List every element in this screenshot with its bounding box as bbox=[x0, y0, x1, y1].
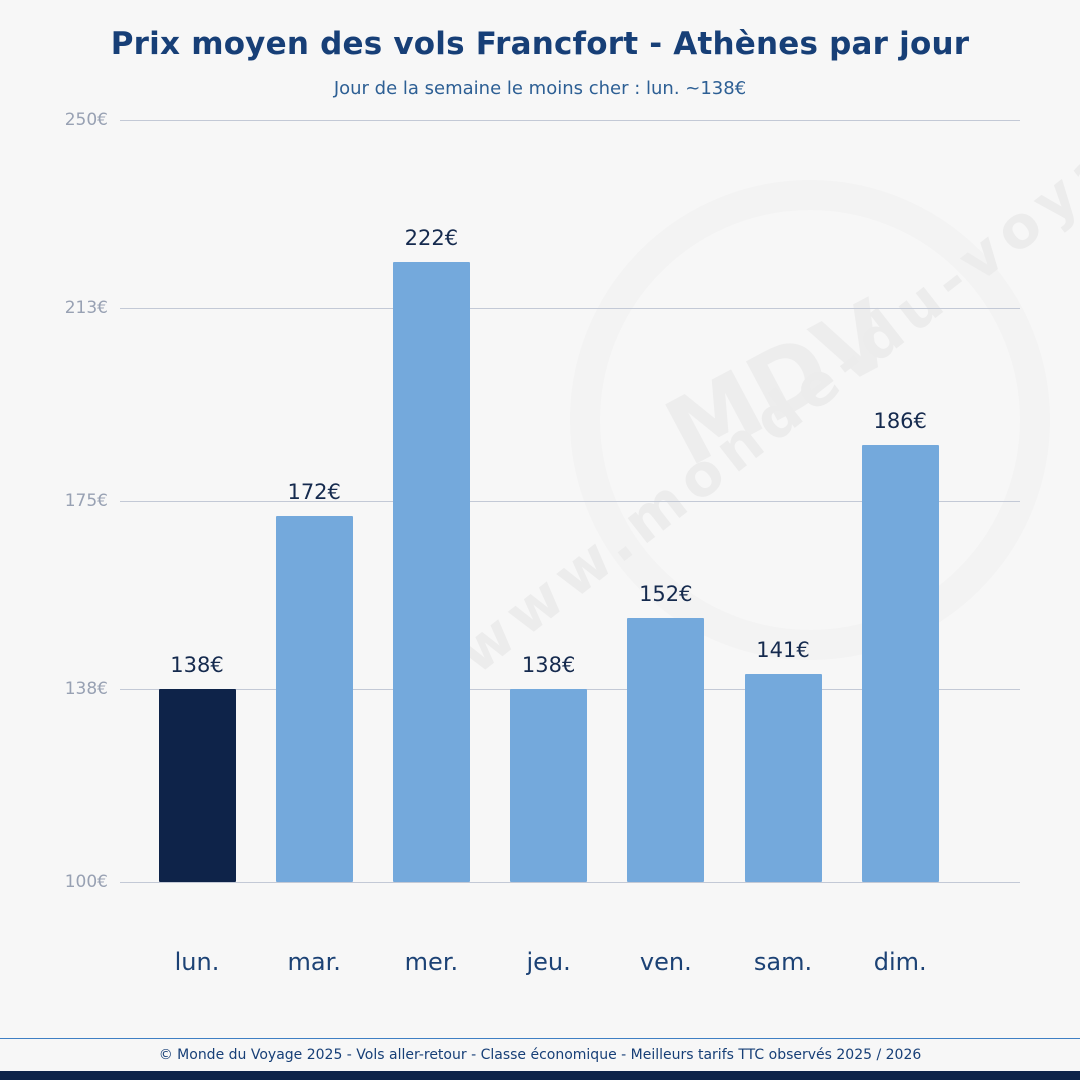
gridline bbox=[120, 501, 1020, 502]
x-axis-label: sam. bbox=[753, 948, 813, 976]
bar-lun bbox=[158, 688, 236, 882]
x-axis-label: dim. bbox=[873, 948, 927, 976]
bar-dim bbox=[861, 445, 939, 882]
y-axis-tick-label: 213€ bbox=[64, 297, 108, 318]
x-axis-label: mer. bbox=[404, 948, 459, 976]
bar-value-label: 172€ bbox=[287, 480, 341, 505]
x-axis-label: lun. bbox=[174, 948, 220, 976]
bar-ven bbox=[627, 617, 705, 882]
gridline bbox=[120, 120, 1020, 121]
bar-sam bbox=[744, 673, 822, 882]
bar-jeu bbox=[510, 688, 588, 882]
bar-value-label: 141€ bbox=[756, 637, 810, 662]
bar-value-label: 138€ bbox=[170, 652, 224, 677]
gridline bbox=[120, 882, 1020, 883]
chart-subtitle: Jour de la semaine le moins cher : lun. … bbox=[333, 78, 747, 99]
x-axis-label: mar. bbox=[287, 948, 341, 976]
bar-value-label: 152€ bbox=[639, 581, 693, 606]
chart-title: Prix moyen des vols Francfort - Athènes … bbox=[110, 26, 970, 62]
footer-bottom-bar bbox=[0, 1071, 1080, 1080]
bar-value-label: 186€ bbox=[873, 409, 927, 434]
y-axis-tick-label: 100€ bbox=[64, 872, 108, 892]
footer-divider bbox=[0, 1038, 1080, 1039]
y-axis-tick-label: 138€ bbox=[64, 678, 108, 699]
y-axis-tick-label: 250€ bbox=[64, 110, 108, 130]
bar-value-label: 138€ bbox=[521, 652, 576, 677]
y-axis-tick-label: 175€ bbox=[64, 491, 108, 511]
bar-mar bbox=[275, 516, 353, 882]
x-axis-label: ven. bbox=[639, 948, 692, 976]
footer-text: © Monde du Voyage 2025 - Vols aller-reto… bbox=[158, 1047, 922, 1063]
bar-mer bbox=[392, 262, 470, 882]
x-axis-label: jeu. bbox=[526, 948, 571, 976]
bar-value-label: 222€ bbox=[404, 226, 459, 251]
gridline bbox=[120, 307, 1020, 309]
